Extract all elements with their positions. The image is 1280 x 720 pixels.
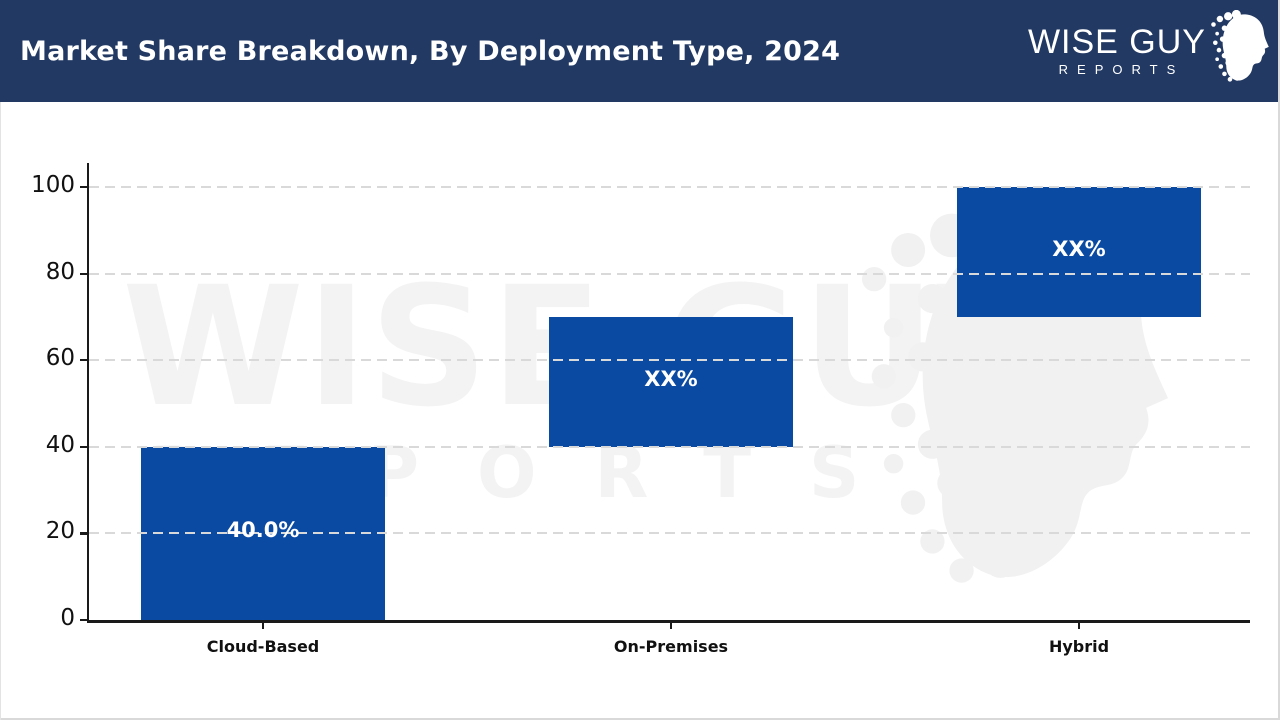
x-axis-spine [87, 620, 1250, 623]
logo-subtext: REPORTS [1058, 62, 1185, 77]
y-tick-label: 100 [31, 172, 75, 198]
bar-on-premises [549, 316, 793, 447]
header: Market Share Breakdown, By Deployment Ty… [0, 0, 1280, 102]
x-tick-mark [670, 620, 673, 629]
x-category-label: On-Premises [613, 637, 729, 656]
y-tick-label: 40 [45, 431, 75, 458]
y-tick-mark [80, 532, 89, 535]
page-border-left [0, 102, 1, 720]
x-tick-mark [262, 620, 265, 629]
bar-value-label: 40.0% [226, 518, 300, 543]
page-border-bottom [0, 718, 1280, 720]
y-tick-mark [80, 272, 89, 275]
gridline-40 [89, 445, 1250, 448]
bar-value-label: XX% [1052, 236, 1106, 261]
y-tick-label: 80 [45, 258, 75, 285]
y-tick-mark [80, 619, 89, 622]
gridline-80 [89, 272, 1250, 275]
bar-hybrid [957, 187, 1201, 317]
y-tick-mark [80, 359, 89, 362]
y-tick-mark [80, 445, 89, 448]
y-tick-label: 20 [45, 518, 75, 545]
y-tick-label: 0 [60, 605, 75, 631]
logo-text: WISE GUY REPORTS [1028, 25, 1206, 77]
x-category-label: Hybrid [1048, 637, 1110, 656]
y-tick-label: 60 [45, 345, 75, 372]
y-tick-mark [80, 186, 89, 189]
gridline-60 [89, 359, 1250, 362]
page-title: Market Share Breakdown, By Deployment Ty… [20, 35, 841, 67]
gridline-100 [89, 186, 1250, 188]
logo-head-icon [1211, 10, 1269, 82]
gridline-20 [89, 532, 1250, 535]
logo-wordmark: WISE GUY [1027, 23, 1206, 61]
x-tick-mark [1078, 620, 1081, 629]
bar-value-label: XX% [644, 366, 698, 391]
x-category-label: Cloud-Based [206, 637, 320, 656]
page-border-right [1278, 0, 1280, 720]
logo: WISE GUY REPORTS [1028, 0, 1272, 102]
y-axis-spine [87, 163, 90, 622]
